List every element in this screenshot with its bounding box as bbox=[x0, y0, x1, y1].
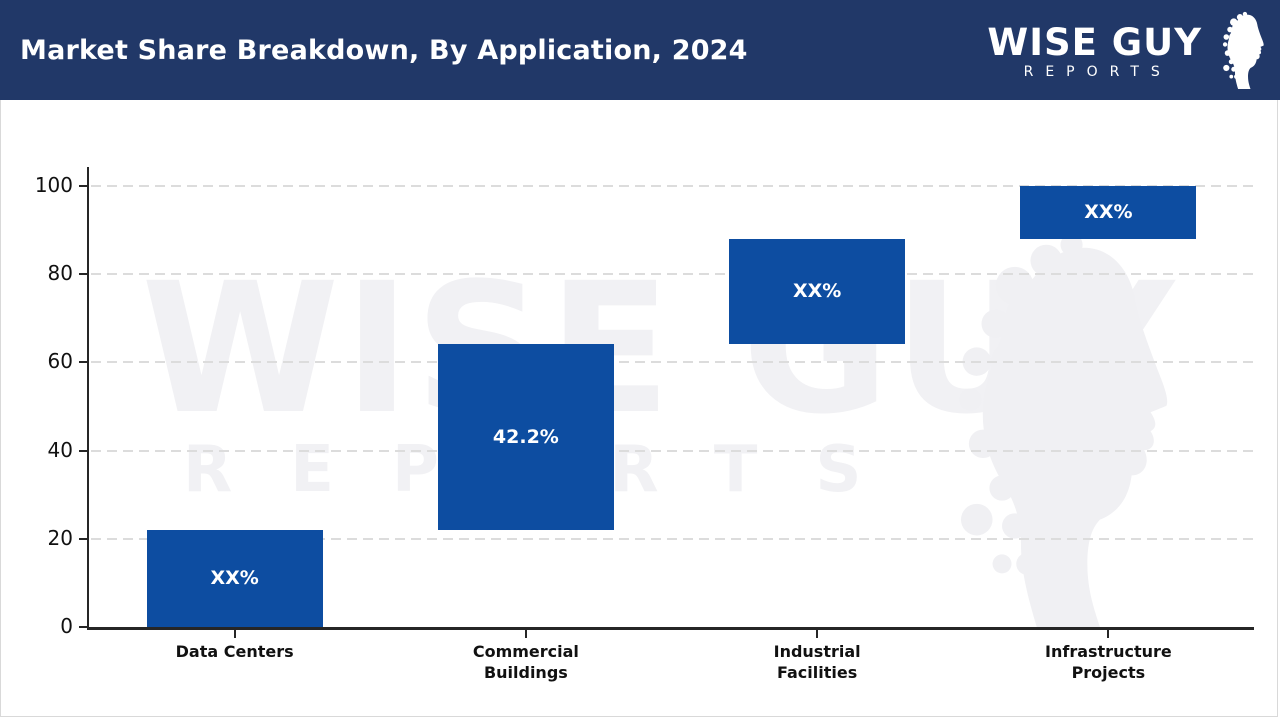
bar-data-centers bbox=[146, 529, 323, 627]
bar-value-label: 42.2% bbox=[492, 425, 559, 448]
y-axis-tick bbox=[79, 361, 87, 364]
bar-commercial-buildings bbox=[437, 343, 614, 530]
bar-industrial-facilities bbox=[729, 238, 906, 344]
page-title: Market Share Breakdown, By Application, … bbox=[20, 34, 748, 66]
brand-name-text: WISE GUY bbox=[987, 21, 1202, 64]
y-tick-label: 60 bbox=[47, 349, 73, 374]
bar-value-label: XX% bbox=[210, 567, 259, 590]
title-bar: Market Share Breakdown, By Application, … bbox=[0, 0, 1280, 100]
gridline-y40 bbox=[91, 449, 1254, 452]
watermark-dotted-head-icon bbox=[863, 222, 1179, 634]
x-category-label: Data Centers bbox=[175, 642, 294, 661]
y-tick-label: 0 bbox=[60, 614, 73, 638]
y-tick-label: 40 bbox=[47, 437, 73, 462]
x-category-label: Commercial Buildings bbox=[472, 642, 579, 682]
brand-logo: WISE GUY REPORTS bbox=[987, 9, 1266, 91]
x-axis-tick bbox=[816, 630, 819, 638]
dotted-head-logo-icon bbox=[1204, 9, 1266, 91]
x-category-label: Infrastructure Projects bbox=[1045, 642, 1172, 682]
y-axis-tick bbox=[79, 626, 87, 628]
bar-value-label: XX% bbox=[792, 280, 842, 303]
y-axis-tick bbox=[79, 273, 87, 276]
brand-subtext: REPORTS bbox=[1023, 64, 1172, 80]
x-axis-spine bbox=[87, 627, 1254, 630]
y-tick-label: 20 bbox=[47, 525, 73, 550]
gridline-y80 bbox=[91, 273, 1254, 276]
x-category-label: Industrial Facilities bbox=[773, 642, 861, 682]
gridline-y100 bbox=[91, 185, 1254, 187]
y-tick-label: 100 bbox=[34, 173, 73, 197]
y-axis-tick bbox=[79, 449, 87, 452]
x-axis-tick bbox=[233, 630, 236, 638]
y-axis-spine bbox=[87, 167, 89, 629]
y-tick-label: 80 bbox=[47, 261, 73, 286]
brand-wordmark: WISE GUY REPORTS bbox=[987, 21, 1202, 81]
gridline-y20 bbox=[91, 537, 1254, 540]
bar-infrastructure-projects bbox=[1020, 186, 1197, 239]
x-axis-tick bbox=[1107, 630, 1110, 638]
y-axis-tick bbox=[79, 537, 87, 540]
gridline-y60 bbox=[91, 361, 1254, 364]
x-axis-tick bbox=[524, 630, 527, 638]
bar-value-label: XX% bbox=[1084, 201, 1133, 224]
y-axis-tick bbox=[79, 185, 87, 187]
